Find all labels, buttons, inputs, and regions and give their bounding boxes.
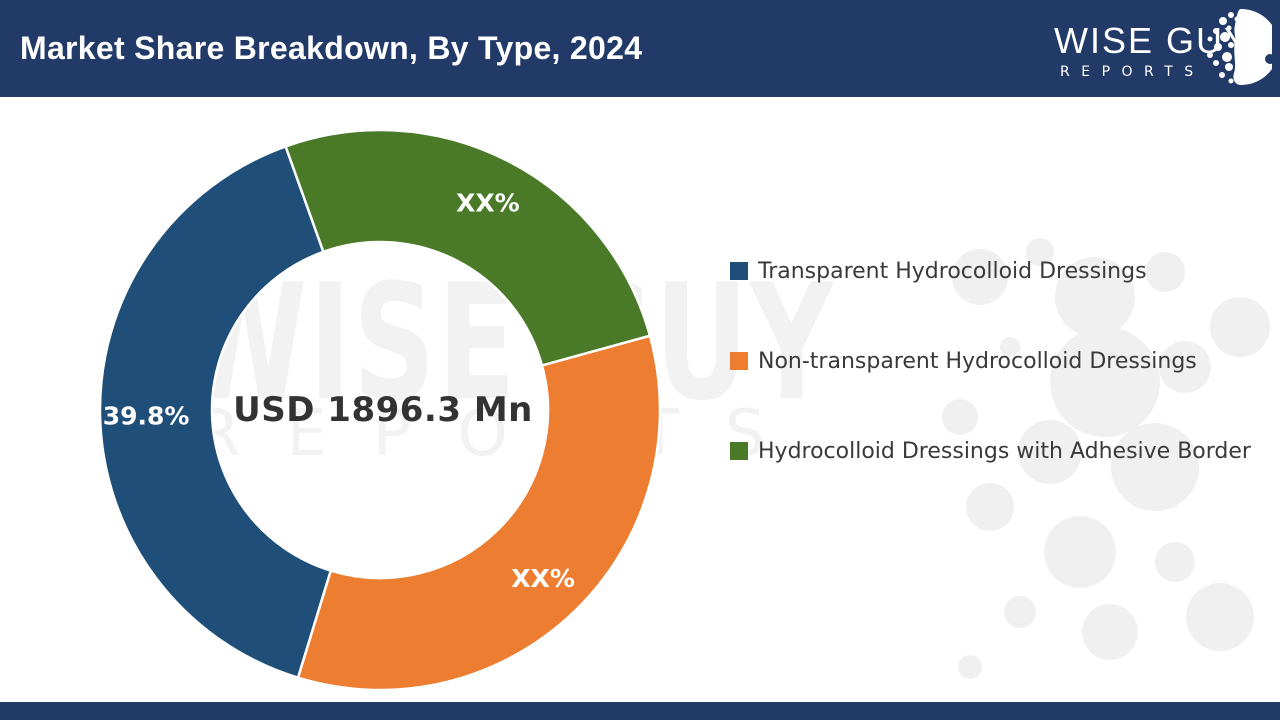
segment-percentage-label: 39.8% <box>103 401 190 430</box>
legend-item: Non-transparent Hydrocolloid Dressings <box>730 346 1280 376</box>
legend-swatch <box>730 262 748 280</box>
logo-text-reports: REPORTS <box>1060 64 1205 80</box>
segment-percentage-label: XX% <box>456 188 520 217</box>
chart-center-value: USD 1896.3 Mn <box>233 390 533 430</box>
legend-label: Hydrocolloid Dressings with Adhesive Bor… <box>758 438 1251 464</box>
header-bar: Market Share Breakdown, By Type, 2024 WI… <box>0 0 1280 97</box>
watermark-face-dots <box>942 238 1270 679</box>
legend-swatch <box>730 352 748 370</box>
legend-label: Transparent Hydrocolloid Dressings <box>758 258 1147 284</box>
donut-chart: 39.8% XX% XX% <box>98 128 662 692</box>
legend-swatch <box>730 442 748 460</box>
legend: Transparent Hydrocolloid Dressings Non-tr… <box>730 256 1280 466</box>
donut-segment <box>98 145 333 679</box>
chart-area: WISE GUY REPORTS 39.8% XX% XX% USD 1896.3 … <box>0 97 1280 702</box>
segment-percentage-label: XX% <box>511 564 575 593</box>
legend-label: Non-transparent Hydrocolloid Dressings <box>758 348 1197 374</box>
page-title: Market Share Breakdown, By Type, 2024 <box>20 30 643 66</box>
donut-segment <box>284 128 652 367</box>
footer-bar <box>0 702 1280 720</box>
watermark-reports: REPORTS <box>196 397 812 471</box>
wise-guy-logo: WISE GUY REPORTS <box>1030 0 1274 97</box>
logo-text-wiseguy: WISE GUY <box>1054 20 1251 61</box>
logo-face-icon <box>1207 9 1272 85</box>
legend-item: Hydrocolloid Dressings with Adhesive Bor… <box>730 436 1280 466</box>
donut-segment <box>296 334 662 692</box>
legend-item: Transparent Hydrocolloid Dressings <box>730 256 1280 286</box>
